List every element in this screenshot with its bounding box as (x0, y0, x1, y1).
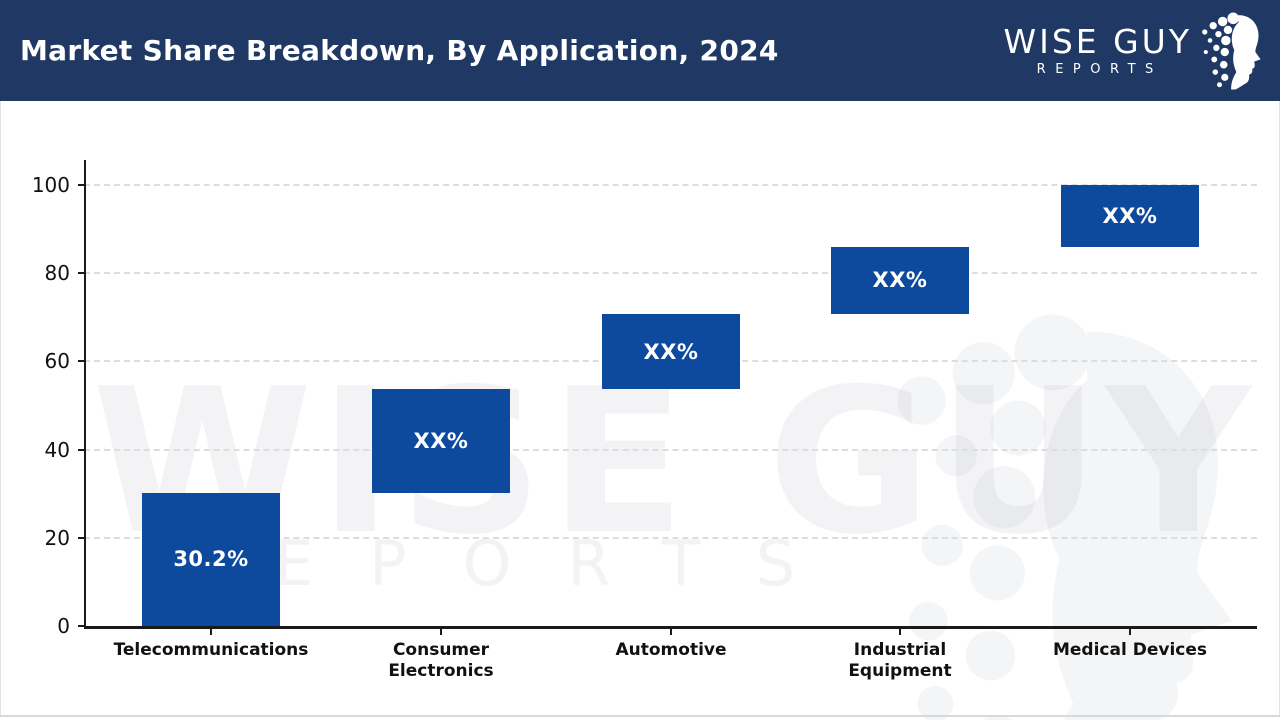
y-tickmark (78, 448, 84, 451)
bar-value-label: XX% (413, 428, 469, 453)
bar-1: 30.2% (142, 492, 280, 626)
bar-3: XX% (602, 314, 740, 390)
bottom-border-line (0, 715, 1280, 717)
y-tick-label: 40 (44, 437, 70, 462)
y-gridline (84, 536, 1257, 539)
logo-wordmark: WISE GUY REPORTS (1003, 25, 1192, 77)
y-tickmark (78, 536, 84, 539)
bar-value-label: XX% (872, 268, 928, 293)
x-tick-label-line: Medical Devices (1052, 640, 1207, 660)
bar-5: XX% (1061, 185, 1199, 247)
x-tickmark (210, 629, 212, 635)
x-tickmark (670, 629, 672, 635)
x-axis-spine (84, 626, 1257, 629)
y-tickmark (78, 272, 84, 275)
logo-wordmark-sub: REPORTS (1036, 61, 1163, 77)
x-tick-label: Automotive (556, 640, 786, 661)
y-tickmark (78, 625, 84, 627)
y-axis-spine (84, 160, 86, 629)
x-tick-label: Industrial Equipment (785, 640, 1015, 682)
y-tickmark (78, 360, 84, 363)
x-tick-label-line: Telecommunications (113, 640, 309, 660)
y-tick-label: 100 (31, 173, 70, 197)
x-tick-label-line: Electronics (388, 661, 494, 681)
y-gridline (84, 272, 1257, 275)
x-tick-label: Medical Devices (1015, 640, 1245, 661)
bar-2: XX% (372, 389, 510, 493)
y-tickmark (78, 184, 84, 186)
left-border-line (0, 101, 1, 716)
bar-value-label: 30.2% (173, 547, 249, 572)
x-tickmark (1129, 629, 1131, 635)
logo-wordmark-main: WISE GUY (1003, 21, 1192, 61)
bar-value-label: XX% (643, 339, 699, 364)
header: Market Share Breakdown, By Application, … (0, 0, 1280, 101)
x-tick-label: Consumer Electronics (326, 640, 556, 682)
x-tick-label-line: Consumer (392, 640, 490, 660)
x-tick-label-line: Automotive (615, 640, 727, 660)
y-tick-label: 0 (57, 614, 70, 638)
bar-value-label: XX% (1102, 203, 1158, 228)
x-tick-label-line: Industrial (853, 640, 947, 660)
wiseguy-logo: WISE GUY REPORTS (1003, 12, 1262, 90)
x-tickmark (899, 629, 901, 635)
bar-4: XX% (831, 246, 969, 315)
x-tick-label: Telecommunications (96, 640, 326, 661)
y-gridline (84, 184, 1257, 186)
y-tick-label: 20 (44, 525, 70, 550)
logo-head-icon (1202, 12, 1261, 89)
y-gridline (84, 448, 1257, 451)
page-title: Market Share Breakdown, By Application, … (20, 34, 779, 67)
x-tick-label-line: Equipment (848, 661, 952, 681)
y-tick-label: 60 (44, 349, 70, 374)
y-tick-label: 80 (44, 261, 70, 286)
x-tickmark (440, 629, 442, 635)
